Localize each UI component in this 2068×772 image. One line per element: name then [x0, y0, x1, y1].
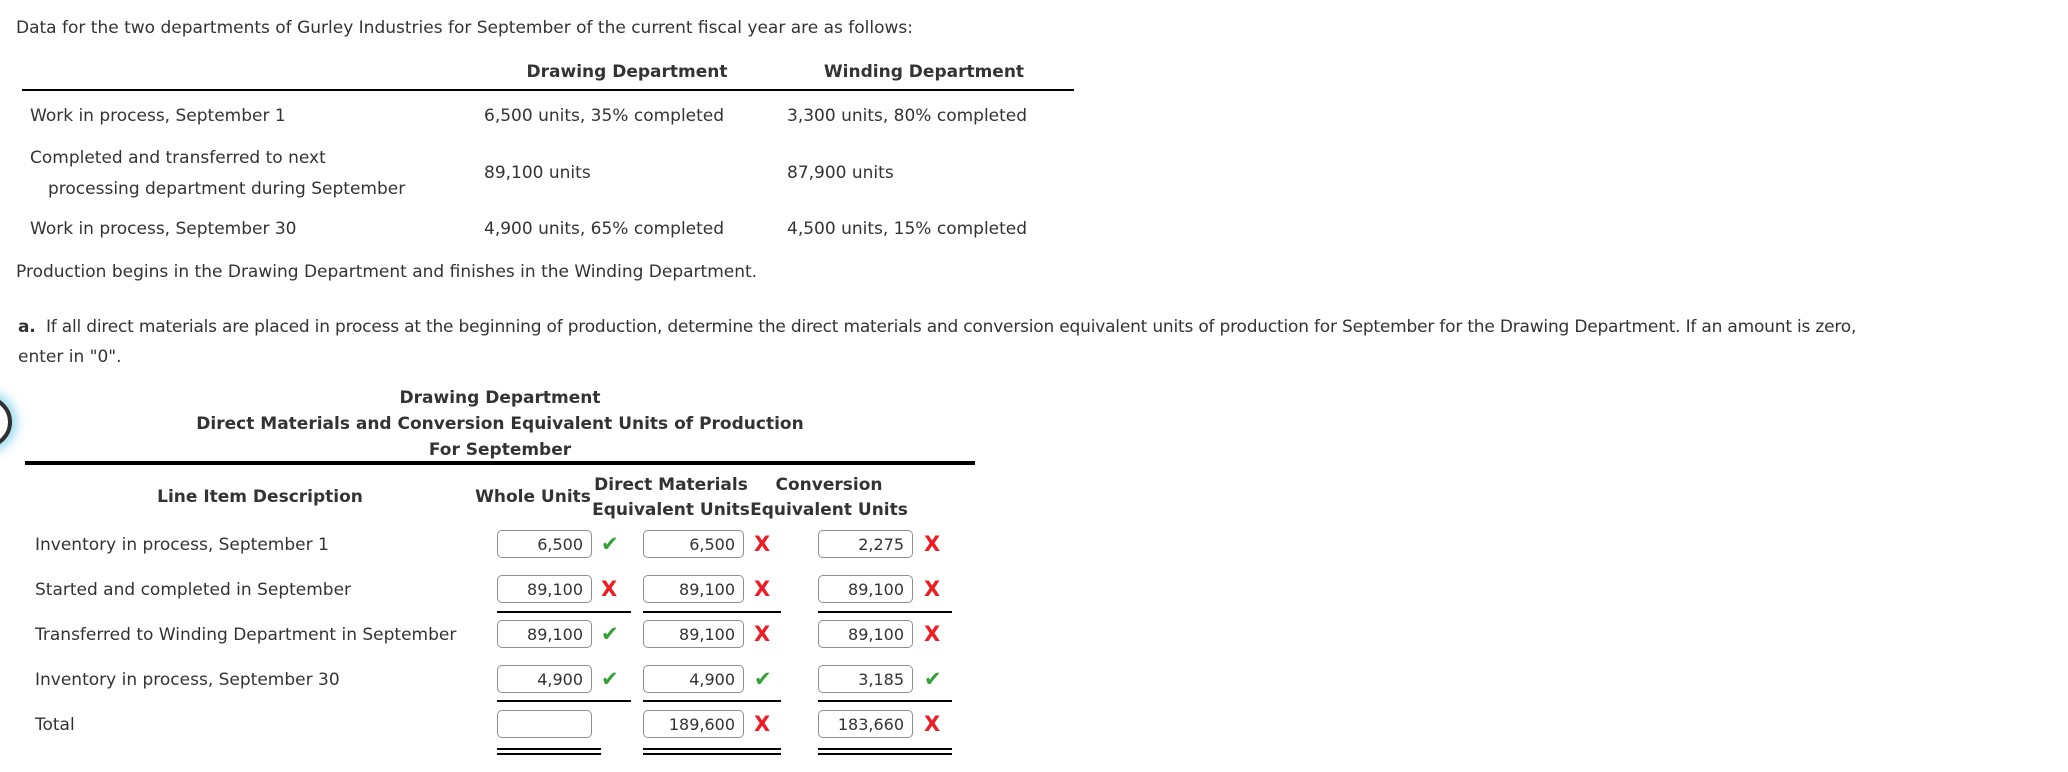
question-a-line2: enter in "0".: [18, 347, 122, 367]
data-table-winding-value: 4,500 units, 15% completed: [787, 219, 1028, 239]
question-letter: a.: [18, 317, 36, 337]
col-header-whole-units: Whole Units: [475, 487, 591, 507]
total-double-rule: [818, 753, 952, 755]
form-table-row: Transferred to Winding Department in Sep…: [0, 620, 990, 650]
form-table-row: Inventory in process, September 30 ✔ ✔ ✔: [0, 665, 990, 695]
whole-units-input[interactable]: [497, 530, 592, 558]
data-table-header-drawing: Drawing Department: [526, 62, 728, 82]
whole-units-input[interactable]: [497, 665, 592, 693]
wrong-mark-icon: X: [924, 622, 941, 646]
form-title-statement: Direct Materials and Conversion Equivale…: [196, 414, 804, 434]
wrong-mark-icon: X: [601, 577, 618, 601]
total-double-rule: [497, 753, 601, 755]
direct-materials-input[interactable]: [643, 575, 744, 603]
correct-mark-icon: ✔: [924, 667, 942, 691]
total-double-rule: [497, 748, 601, 750]
data-table-drawing-value: 89,100 units: [484, 163, 591, 183]
correct-mark-icon: ✔: [601, 622, 619, 646]
production-note: Production begins in the Drawing Departm…: [16, 262, 758, 282]
correct-mark-icon: ✔: [601, 532, 619, 556]
wrong-mark-icon: X: [754, 712, 771, 736]
conversion-units-input[interactable]: [818, 530, 913, 558]
total-double-rule: [818, 748, 952, 750]
col-header-direct-materials: Direct Materials: [594, 475, 748, 495]
whole-units-total-input[interactable]: [497, 710, 592, 738]
conversion-units-input[interactable]: [818, 620, 913, 648]
pre-total-rule: [643, 700, 781, 702]
data-table-drawing-value: 6,500 units, 35% completed: [484, 106, 725, 126]
wrong-mark-icon: X: [754, 622, 771, 646]
form-row-label: Started and completed in September: [35, 580, 352, 600]
data-table-row-label: Work in process, September 1: [30, 106, 286, 126]
question-text: If all direct materials are placed in pr…: [45, 317, 1857, 337]
data-table-header-rule: [22, 89, 1074, 91]
whole-units-input[interactable]: [497, 620, 592, 648]
wrong-mark-icon: X: [924, 712, 941, 736]
correct-mark-icon: ✔: [754, 667, 772, 691]
direct-materials-input[interactable]: [643, 665, 744, 693]
conversion-units-input[interactable]: [818, 665, 913, 693]
whole-units-input[interactable]: [497, 575, 592, 603]
wrong-mark-icon: X: [924, 577, 941, 601]
form-row-label: Transferred to Winding Department in Sep…: [35, 625, 457, 645]
wrong-mark-icon: X: [754, 577, 771, 601]
conversion-units-input[interactable]: [818, 575, 913, 603]
form-row-label: Inventory in process, September 30: [35, 670, 340, 690]
total-double-rule: [643, 753, 781, 755]
form-row-label: Inventory in process, September 1: [35, 535, 329, 555]
conversion-total-input[interactable]: [818, 710, 913, 738]
correct-mark-icon: ✔: [601, 667, 619, 691]
form-title-department: Drawing Department: [399, 388, 601, 408]
data-table-row-label-line2: processing department during September: [48, 179, 406, 199]
data-table-winding-value: 3,300 units, 80% completed: [787, 106, 1028, 126]
direct-materials-total-input[interactable]: [643, 710, 744, 738]
col-header-conversion-line2: Equivalent Units: [750, 500, 908, 520]
subtotal-rule: [818, 611, 952, 613]
col-header-conversion: Conversion: [775, 475, 883, 495]
pre-total-rule: [497, 700, 631, 702]
direct-materials-input[interactable]: [643, 620, 744, 648]
direct-materials-input[interactable]: [643, 530, 744, 558]
data-table-drawing-value: 4,900 units, 65% completed: [484, 219, 725, 239]
form-top-rule: [25, 461, 975, 465]
data-table-row-label: Completed and transferred to next: [30, 148, 326, 168]
wrong-mark-icon: X: [924, 532, 941, 556]
data-table-row-label: Work in process, September 30: [30, 219, 297, 239]
form-table-row: Inventory in process, September 1 ✔ X X: [0, 530, 990, 560]
form-row-label: Total: [35, 715, 75, 735]
total-double-rule: [643, 748, 781, 750]
col-header-line-item: Line Item Description: [157, 487, 363, 507]
data-table-header-winding: Winding Department: [823, 62, 1025, 82]
question-a-line1: a. If all direct materials are placed in…: [18, 317, 1856, 338]
intro-text: Data for the two departments of Gurley I…: [16, 18, 914, 38]
col-header-direct-materials-line2: Equivalent Units: [592, 500, 750, 520]
subtotal-rule: [497, 611, 631, 613]
data-table-winding-value: 87,900 units: [787, 163, 894, 183]
form-title-period: For September: [428, 440, 572, 460]
hint-circle-button[interactable]: [0, 396, 12, 448]
pre-total-rule: [818, 700, 952, 702]
subtotal-rule: [643, 611, 781, 613]
form-table-row: Started and completed in September X X X: [0, 575, 990, 605]
wrong-mark-icon: X: [754, 532, 771, 556]
form-table-total-row: Total X X: [0, 710, 990, 740]
